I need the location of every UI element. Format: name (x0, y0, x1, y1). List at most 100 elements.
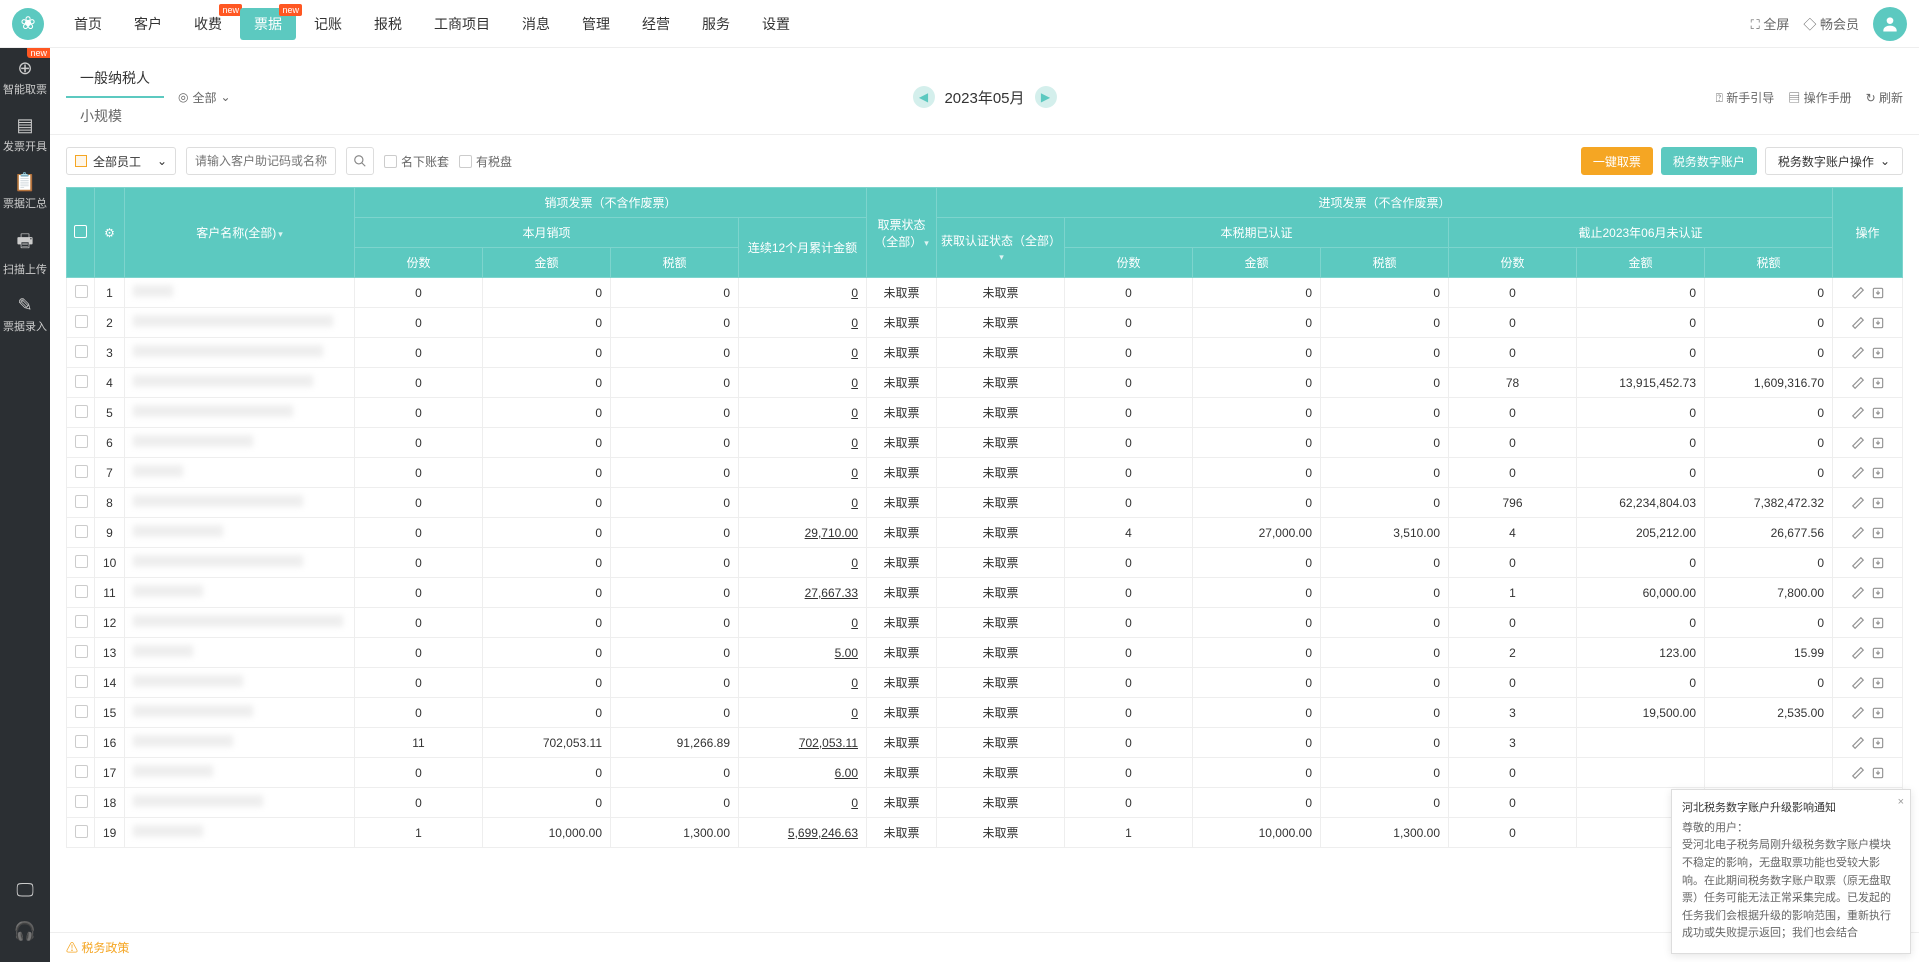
edit-icon[interactable] (1851, 375, 1865, 389)
cell-cum12[interactable]: 0 (739, 308, 867, 338)
customer-name[interactable] (125, 818, 355, 848)
nav-票据[interactable]: 票据new (240, 8, 296, 40)
edit-icon[interactable] (1851, 435, 1865, 449)
row-checkbox[interactable] (75, 405, 88, 418)
sidebar-monitor-icon[interactable]: 🖵 (0, 870, 50, 911)
edit-icon[interactable] (1851, 465, 1865, 479)
download-icon[interactable] (1871, 675, 1885, 689)
edit-icon[interactable] (1851, 285, 1865, 299)
edit-icon[interactable] (1851, 495, 1865, 509)
fetch-invoice-button[interactable]: 一键取票 (1581, 147, 1653, 175)
period-next-button[interactable]: ▶ (1035, 86, 1057, 108)
edit-icon[interactable] (1851, 585, 1865, 599)
member-button[interactable]: ◇ 畅会员 (1803, 14, 1859, 33)
customer-name[interactable] (125, 788, 355, 818)
chk-accounts[interactable]: 名下账套 (384, 153, 449, 170)
cell-cum12[interactable]: 0 (739, 788, 867, 818)
customer-name[interactable] (125, 398, 355, 428)
logo[interactable]: ❀ (12, 8, 44, 40)
customer-name[interactable] (125, 278, 355, 308)
edit-icon[interactable] (1851, 525, 1865, 539)
customer-name[interactable] (125, 638, 355, 668)
tab-一般纳税人[interactable]: 一般纳税人 (66, 60, 164, 98)
nav-经营[interactable]: 经营 (628, 8, 684, 40)
avatar[interactable] (1873, 7, 1907, 41)
row-checkbox[interactable] (75, 645, 88, 658)
row-checkbox[interactable] (75, 315, 88, 328)
row-checkbox[interactable] (75, 345, 88, 358)
edit-icon[interactable] (1851, 345, 1865, 359)
row-checkbox[interactable] (75, 285, 88, 298)
edit-icon[interactable] (1851, 705, 1865, 719)
edit-icon[interactable] (1851, 675, 1865, 689)
fullscreen-button[interactable]: ⛶ 全屏 (1751, 14, 1790, 33)
row-checkbox[interactable] (75, 615, 88, 628)
th-settings[interactable]: ⚙ (95, 188, 125, 278)
download-icon[interactable] (1871, 465, 1885, 479)
nav-消息[interactable]: 消息 (508, 8, 564, 40)
customer-name[interactable] (125, 458, 355, 488)
select-all-checkbox[interactable] (74, 225, 87, 238)
customer-name[interactable] (125, 338, 355, 368)
row-checkbox[interactable] (75, 705, 88, 718)
download-icon[interactable] (1871, 555, 1885, 569)
th-customer[interactable]: 客户名称(全部)▾ (125, 188, 355, 278)
cell-cum12[interactable]: 702,053.11 (739, 728, 867, 758)
row-checkbox[interactable] (75, 795, 88, 808)
cell-cum12[interactable]: 0 (739, 338, 867, 368)
download-icon[interactable] (1871, 405, 1885, 419)
nav-设置[interactable]: 设置 (748, 8, 804, 40)
search-input[interactable] (195, 154, 327, 168)
customer-name[interactable] (125, 608, 355, 638)
customer-name[interactable] (125, 668, 355, 698)
tab-小规模[interactable]: 小规模 (66, 98, 164, 134)
download-icon[interactable] (1871, 615, 1885, 629)
nav-管理[interactable]: 管理 (568, 8, 624, 40)
row-checkbox[interactable] (75, 735, 88, 748)
policy-link[interactable]: ⚠ 税务政策 (66, 939, 129, 956)
edit-icon[interactable] (1851, 405, 1865, 419)
cell-cum12[interactable]: 0 (739, 428, 867, 458)
customer-name[interactable] (125, 578, 355, 608)
sidebar-item-票据录入[interactable]: ✎票据录入 (0, 285, 50, 342)
customer-name[interactable] (125, 698, 355, 728)
edit-icon[interactable] (1851, 555, 1865, 569)
row-checkbox[interactable] (75, 435, 88, 448)
download-icon[interactable] (1871, 705, 1885, 719)
customer-name[interactable] (125, 308, 355, 338)
refresh-link[interactable]: ↻ 刷新 (1866, 89, 1903, 106)
download-icon[interactable] (1871, 585, 1885, 599)
edit-icon[interactable] (1851, 735, 1865, 749)
row-checkbox[interactable] (75, 555, 88, 568)
customer-name[interactable] (125, 728, 355, 758)
close-icon[interactable]: × (1898, 794, 1904, 812)
sidebar-item-智能取票[interactable]: ⊕智能取票new (0, 48, 50, 105)
cell-cum12[interactable]: 0 (739, 458, 867, 488)
th-fetch-status[interactable]: 取票状态（全部）▾ (867, 188, 937, 278)
cell-cum12[interactable]: 6.00 (739, 758, 867, 788)
cell-cum12[interactable]: 0 (739, 368, 867, 398)
th-cert-status[interactable]: 获取认证状态（全部）▾ (937, 218, 1065, 278)
download-icon[interactable] (1871, 765, 1885, 779)
cell-cum12[interactable]: 0 (739, 398, 867, 428)
nav-报税[interactable]: 报税 (360, 8, 416, 40)
download-icon[interactable] (1871, 645, 1885, 659)
customer-name[interactable] (125, 368, 355, 398)
cell-cum12[interactable]: 0 (739, 488, 867, 518)
nav-首页[interactable]: 首页 (60, 8, 116, 40)
download-icon[interactable] (1871, 315, 1885, 329)
edit-icon[interactable] (1851, 765, 1865, 779)
sidebar-support-icon[interactable]: 🎧 (0, 911, 50, 952)
row-checkbox[interactable] (75, 525, 88, 538)
cell-cum12[interactable]: 0 (739, 608, 867, 638)
row-checkbox[interactable] (75, 375, 88, 388)
cell-cum12[interactable]: 27,667.33 (739, 578, 867, 608)
nav-记账[interactable]: 记账 (300, 8, 356, 40)
manual-link[interactable]: ▤ 操作手册 (1788, 89, 1851, 106)
download-icon[interactable] (1871, 435, 1885, 449)
row-checkbox[interactable] (75, 675, 88, 688)
download-icon[interactable] (1871, 345, 1885, 359)
tax-account-ops-button[interactable]: 税务数字账户操作⌄ (1765, 147, 1903, 175)
row-checkbox[interactable] (75, 585, 88, 598)
row-checkbox[interactable] (75, 825, 88, 838)
